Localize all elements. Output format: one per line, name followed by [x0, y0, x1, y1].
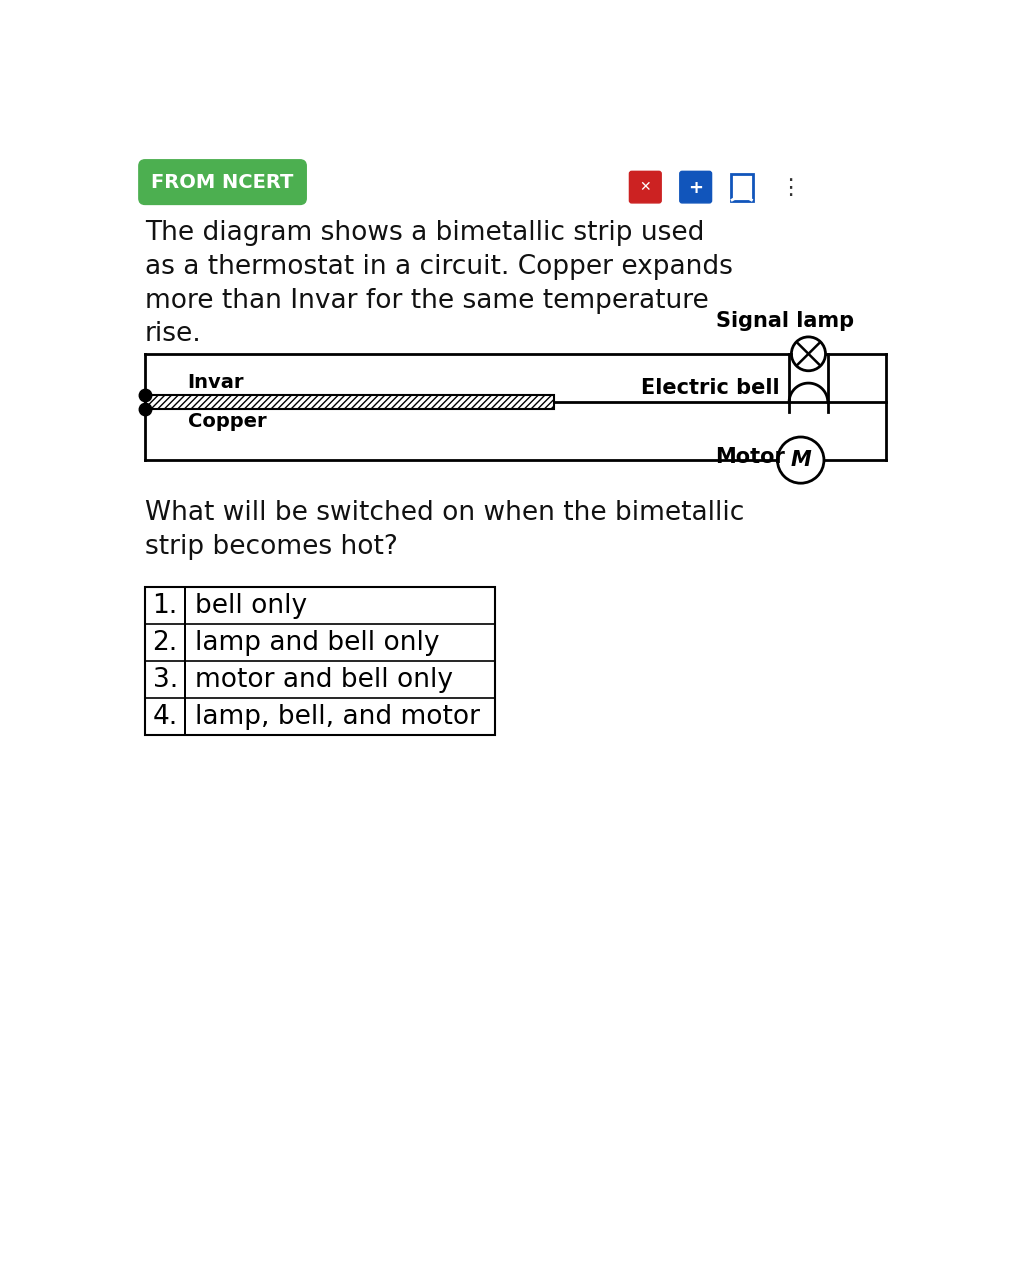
Text: more than Invar for the same temperature: more than Invar for the same temperature	[145, 288, 709, 314]
Text: What will be switched on when the bimetallic: What will be switched on when the bimeta…	[145, 501, 744, 526]
Text: 3.: 3.	[153, 667, 178, 692]
Text: ✕: ✕	[640, 180, 651, 194]
Text: 4.: 4.	[153, 704, 178, 730]
Text: M: M	[791, 450, 811, 470]
Text: The diagram shows a bimetallic strip used: The diagram shows a bimetallic strip use…	[145, 219, 705, 246]
Text: ⋮: ⋮	[779, 178, 802, 198]
Text: motor and bell only: motor and bell only	[195, 667, 453, 692]
Bar	[145, 588, 496, 735]
Text: rise.: rise.	[145, 322, 202, 348]
Text: Signal lamp: Signal lamp	[716, 310, 854, 330]
FancyBboxPatch shape	[680, 171, 712, 203]
Text: bell only: bell only	[195, 593, 307, 619]
Text: Electric bell: Electric bell	[641, 378, 779, 398]
Text: Copper: Copper	[187, 412, 266, 431]
Text: +: +	[688, 179, 703, 197]
Text: Invar: Invar	[187, 373, 244, 392]
Text: as a thermostat in a circuit. Copper expands: as a thermostat in a circuit. Copper exp…	[145, 253, 733, 280]
Text: lamp and bell only: lamp and bell only	[195, 629, 439, 656]
Text: Motor: Motor	[716, 446, 785, 467]
Text: strip becomes hot?: strip becomes hot?	[145, 533, 398, 560]
FancyBboxPatch shape	[731, 174, 753, 200]
FancyBboxPatch shape	[630, 171, 662, 203]
Bar	[145, 396, 554, 410]
Text: lamp, bell, and motor: lamp, bell, and motor	[195, 704, 479, 730]
FancyBboxPatch shape	[139, 160, 306, 204]
Text: 2.: 2.	[153, 629, 178, 656]
Text: 1.: 1.	[153, 593, 178, 619]
Text: FROM NCERT: FROM NCERT	[152, 173, 294, 192]
